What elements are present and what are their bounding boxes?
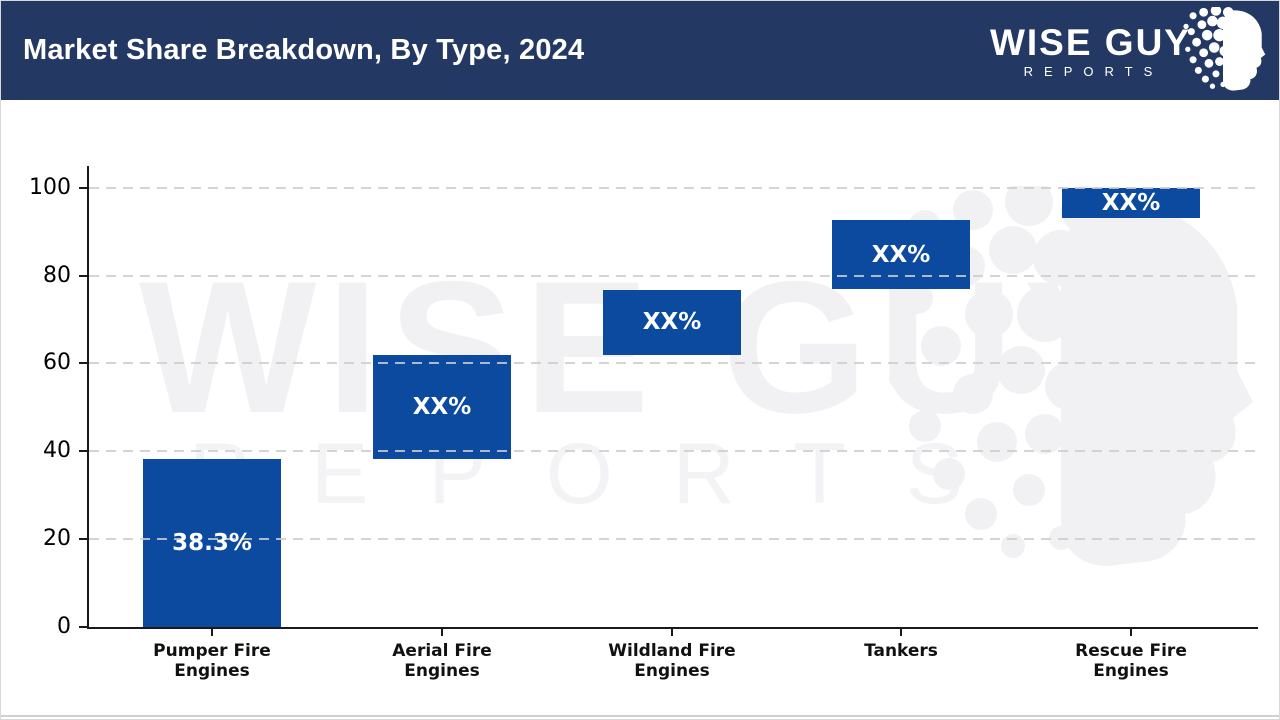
- brand-name: WISE GUY: [989, 21, 1191, 63]
- x-tick-aerial-fire-engines: [441, 629, 443, 636]
- brand-logo-text: WISE GUY REPORTS: [990, 24, 1191, 78]
- y-tick-40: [79, 450, 87, 453]
- gridline-60: [89, 362, 1257, 365]
- y-tick-label-40: 40: [43, 438, 71, 464]
- y-tick-60: [79, 362, 87, 365]
- category-label-tankers: Tankers: [864, 641, 938, 661]
- bar-label-rescue-fire-engines: XX%: [1101, 189, 1161, 216]
- y-tick-label-0: 0: [57, 614, 71, 639]
- gridline-100: [89, 186, 1257, 189]
- gridline-20: [89, 538, 1257, 541]
- y-tick-label-60: 60: [43, 350, 71, 376]
- x-tick-pumper-fire-engines: [211, 629, 213, 636]
- y-tick-label-20: 20: [43, 526, 71, 552]
- y-tick-20: [79, 538, 87, 541]
- gridline-40: [89, 450, 1257, 453]
- bar-label-pumper-fire-engines: 38.3%: [172, 529, 252, 556]
- category-label-wildland-fire-engines: Wildland Fire Engines: [608, 641, 736, 682]
- y-tick-0: [79, 626, 87, 628]
- category-label-aerial-fire-engines: Aerial Fire Engines: [392, 641, 492, 682]
- bar-wildland-fire-engines: [603, 290, 741, 355]
- x-axis-line: [87, 627, 1258, 629]
- x-tick-rescue-fire-engines: [1130, 629, 1132, 636]
- page-title: Market Share Breakdown, By Type, 2024: [23, 34, 585, 66]
- brand-logo: WISE GUY REPORTS: [990, 6, 1271, 95]
- bar-label-tankers: XX%: [871, 241, 931, 268]
- y-tick-100: [79, 186, 87, 189]
- brand-head-icon: [1183, 6, 1266, 91]
- watermark-reports-text: REPORTS: [189, 426, 1024, 522]
- header-bar: Market Share Breakdown, By Type, 2024 WI…: [1, 1, 1279, 100]
- x-tick-tankers: [900, 629, 902, 636]
- gridline-80: [89, 274, 1257, 277]
- x-tick-wildland-fire-engines: [671, 629, 673, 636]
- bar-label-wildland-fire-engines: XX%: [642, 309, 702, 336]
- bar-label-aerial-fire-engines: XX%: [412, 393, 472, 420]
- category-label-pumper-fire-engines: Pumper Fire Engines: [153, 641, 271, 682]
- bar-aerial-fire-engines: [373, 354, 511, 459]
- bottom-divider: [1, 715, 1279, 717]
- bar-pumper-fire-engines: [143, 458, 281, 627]
- brand-subname: REPORTS: [1023, 63, 1164, 79]
- y-axis-line: [87, 166, 89, 629]
- y-tick-80: [79, 274, 87, 277]
- y-tick-label-80: 80: [43, 262, 71, 288]
- y-tick-label-100: 100: [29, 174, 71, 200]
- category-label-rescue-fire-engines: Rescue Fire Engines: [1075, 641, 1187, 682]
